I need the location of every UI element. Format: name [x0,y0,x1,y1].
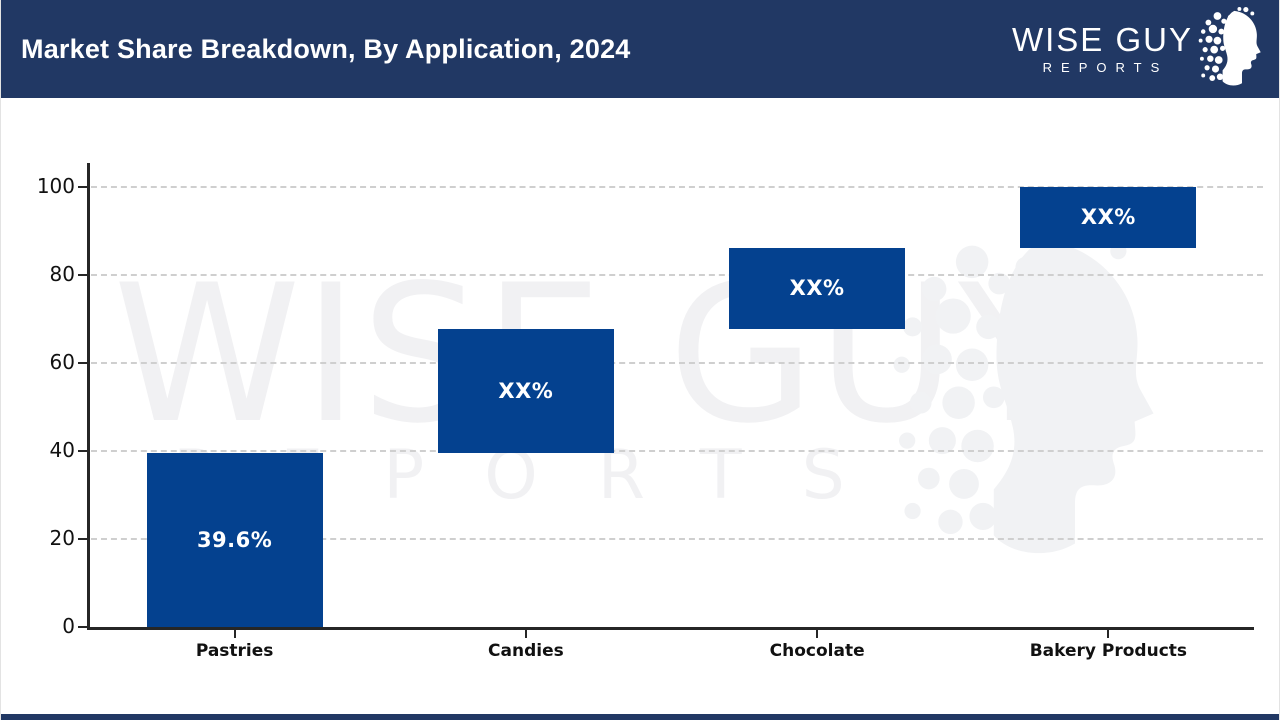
bar-pastries: 39.6% [146,452,323,627]
logo-wordmark: WISE GUY [1011,21,1193,59]
y-tick-label: 60 [49,350,75,374]
x-axis-tick [1107,629,1110,638]
y-axis-tick [78,538,87,540]
x-axis-tick [233,629,236,638]
y-axis-spine [87,163,90,630]
gridline [91,450,1263,452]
y-tick-label: 80 [49,262,75,286]
bar-value-label: 39.6% [196,527,273,552]
x-axis-tick [816,629,819,638]
gridline [91,186,1263,188]
y-axis-tick [78,626,87,628]
brand-logo: WISE GUY REPORTS [1012,7,1267,91]
x-axis-tick [524,629,527,638]
header: Market Share Breakdown, By Application, … [1,0,1279,98]
bar-candies: XX% [437,329,614,453]
y-axis-tick [78,362,87,364]
y-tick-label: 0 [62,614,75,638]
gridline [91,274,1263,276]
bottom-strip [1,714,1279,720]
bar-value-label: XX% [1080,205,1136,230]
x-tick-label: Pastries [195,641,274,661]
x-tick-label: Candies [488,641,564,661]
logo-subtext: REPORTS [1042,59,1169,75]
y-tick-label: 20 [49,526,75,550]
x-axis-spine [87,627,1254,630]
chart-area: WISE GUY REPORTS 0 20 40 60 80 100 39.6% Pastri… [1,98,1279,714]
y-axis-tick [78,274,87,276]
plot-area: 0 20 40 60 80 100 39.6% Pastries XX% Candies XX% Ch… [1,98,1279,714]
bar-chocolate: XX% [729,247,906,330]
gridline [91,538,1263,540]
y-axis-tick [78,186,87,188]
bar-value-label: XX% [498,378,554,403]
x-tick-label: Bakery Products [1029,641,1188,661]
gridline [91,362,1263,364]
chart-title: Market Share Breakdown, By Application, … [21,33,631,64]
bar-value-label: XX% [789,276,845,301]
bar-bakery-products: XX% [1020,187,1197,248]
y-tick-label: 100 [36,174,75,198]
y-tick-label: 40 [49,438,75,462]
x-tick-label: Chocolate [769,641,865,661]
y-axis-tick [78,450,87,452]
logo-head-icon [1195,7,1267,91]
brand-logo-text: WISE GUY REPORTS [1012,23,1193,75]
